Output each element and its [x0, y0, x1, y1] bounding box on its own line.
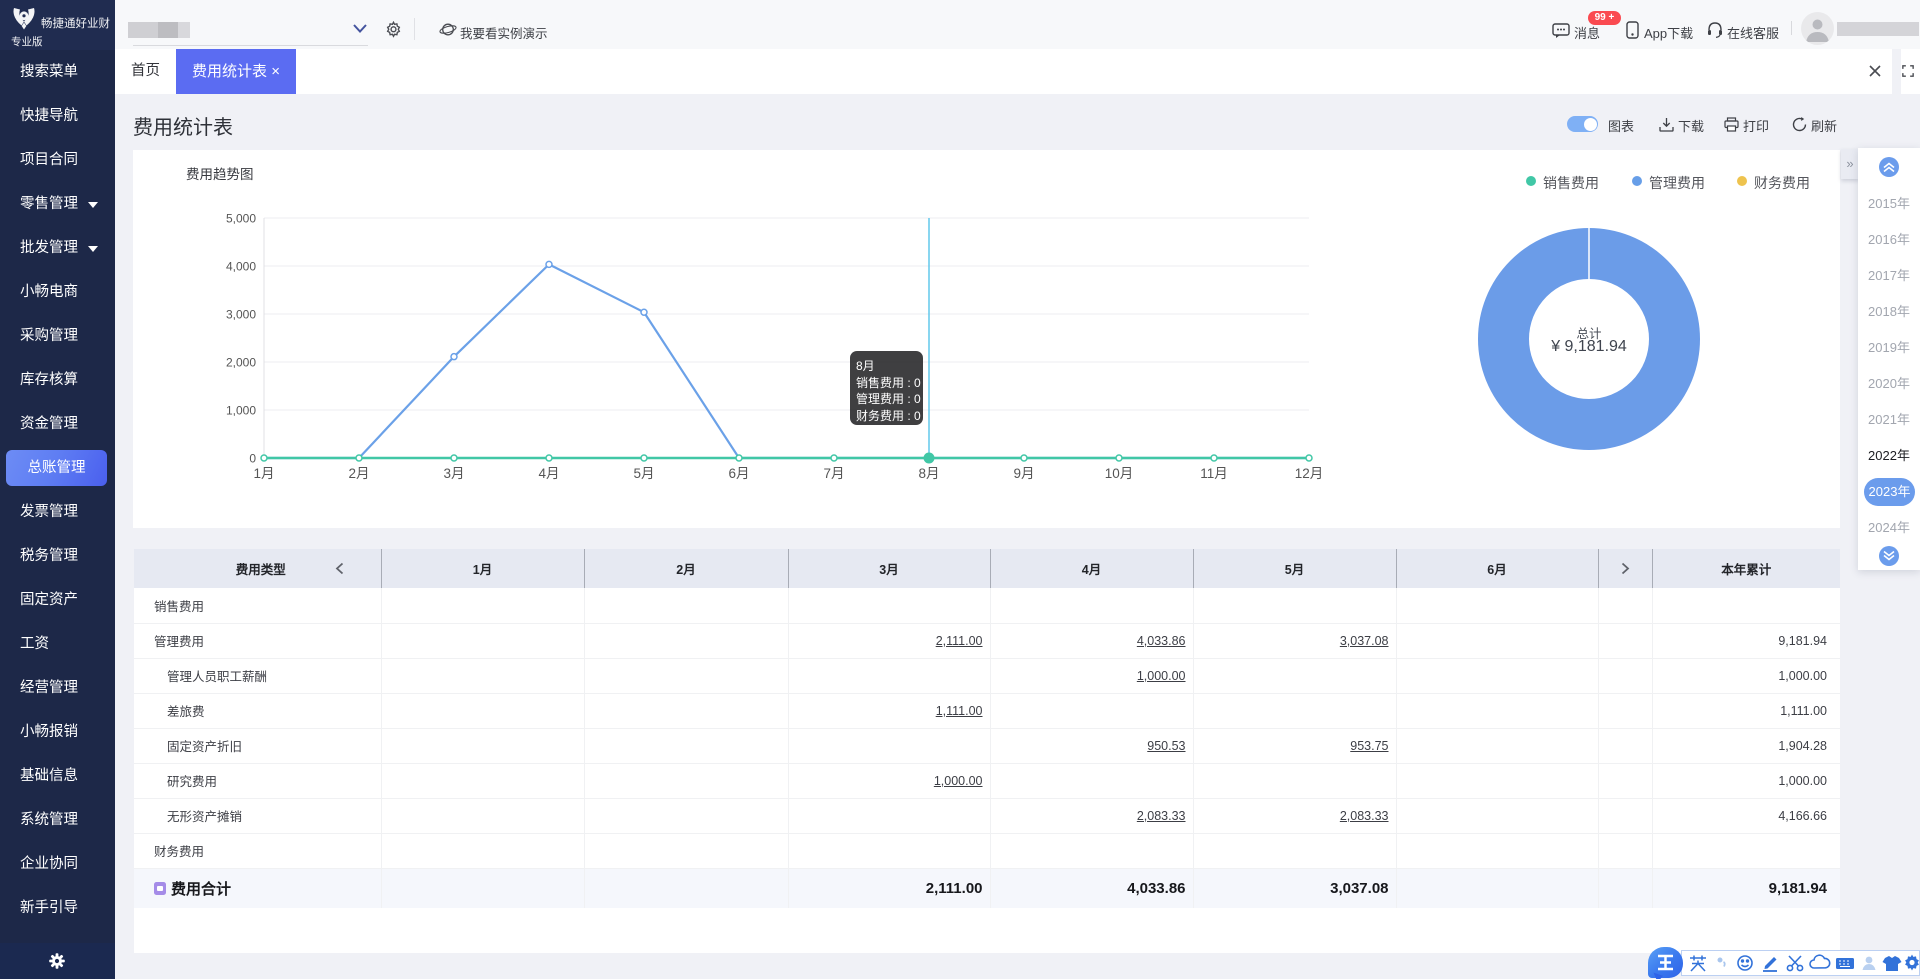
svg-text:7月: 7月	[823, 466, 844, 481]
svg-text:3,000: 3,000	[226, 308, 256, 322]
svg-text:5,000: 5,000	[226, 212, 256, 226]
svg-text:6月: 6月	[728, 466, 749, 481]
svg-text:3月: 3月	[443, 466, 464, 481]
svg-text:9月: 9月	[1013, 466, 1034, 481]
svg-text:1月: 1月	[253, 466, 274, 481]
svg-text:1,000: 1,000	[226, 404, 256, 418]
svg-text:2月: 2月	[348, 466, 369, 481]
svg-text:8月: 8月	[918, 466, 939, 481]
svg-text:5月: 5月	[633, 466, 654, 481]
svg-text:11月: 11月	[1200, 466, 1228, 481]
svg-text:12月: 12月	[1295, 466, 1324, 481]
svg-text:4月: 4月	[538, 466, 559, 481]
svg-text:4,000: 4,000	[226, 260, 256, 274]
svg-text:10月: 10月	[1105, 466, 1134, 481]
svg-text:2,000: 2,000	[226, 356, 256, 370]
svg-text:0: 0	[249, 452, 256, 466]
